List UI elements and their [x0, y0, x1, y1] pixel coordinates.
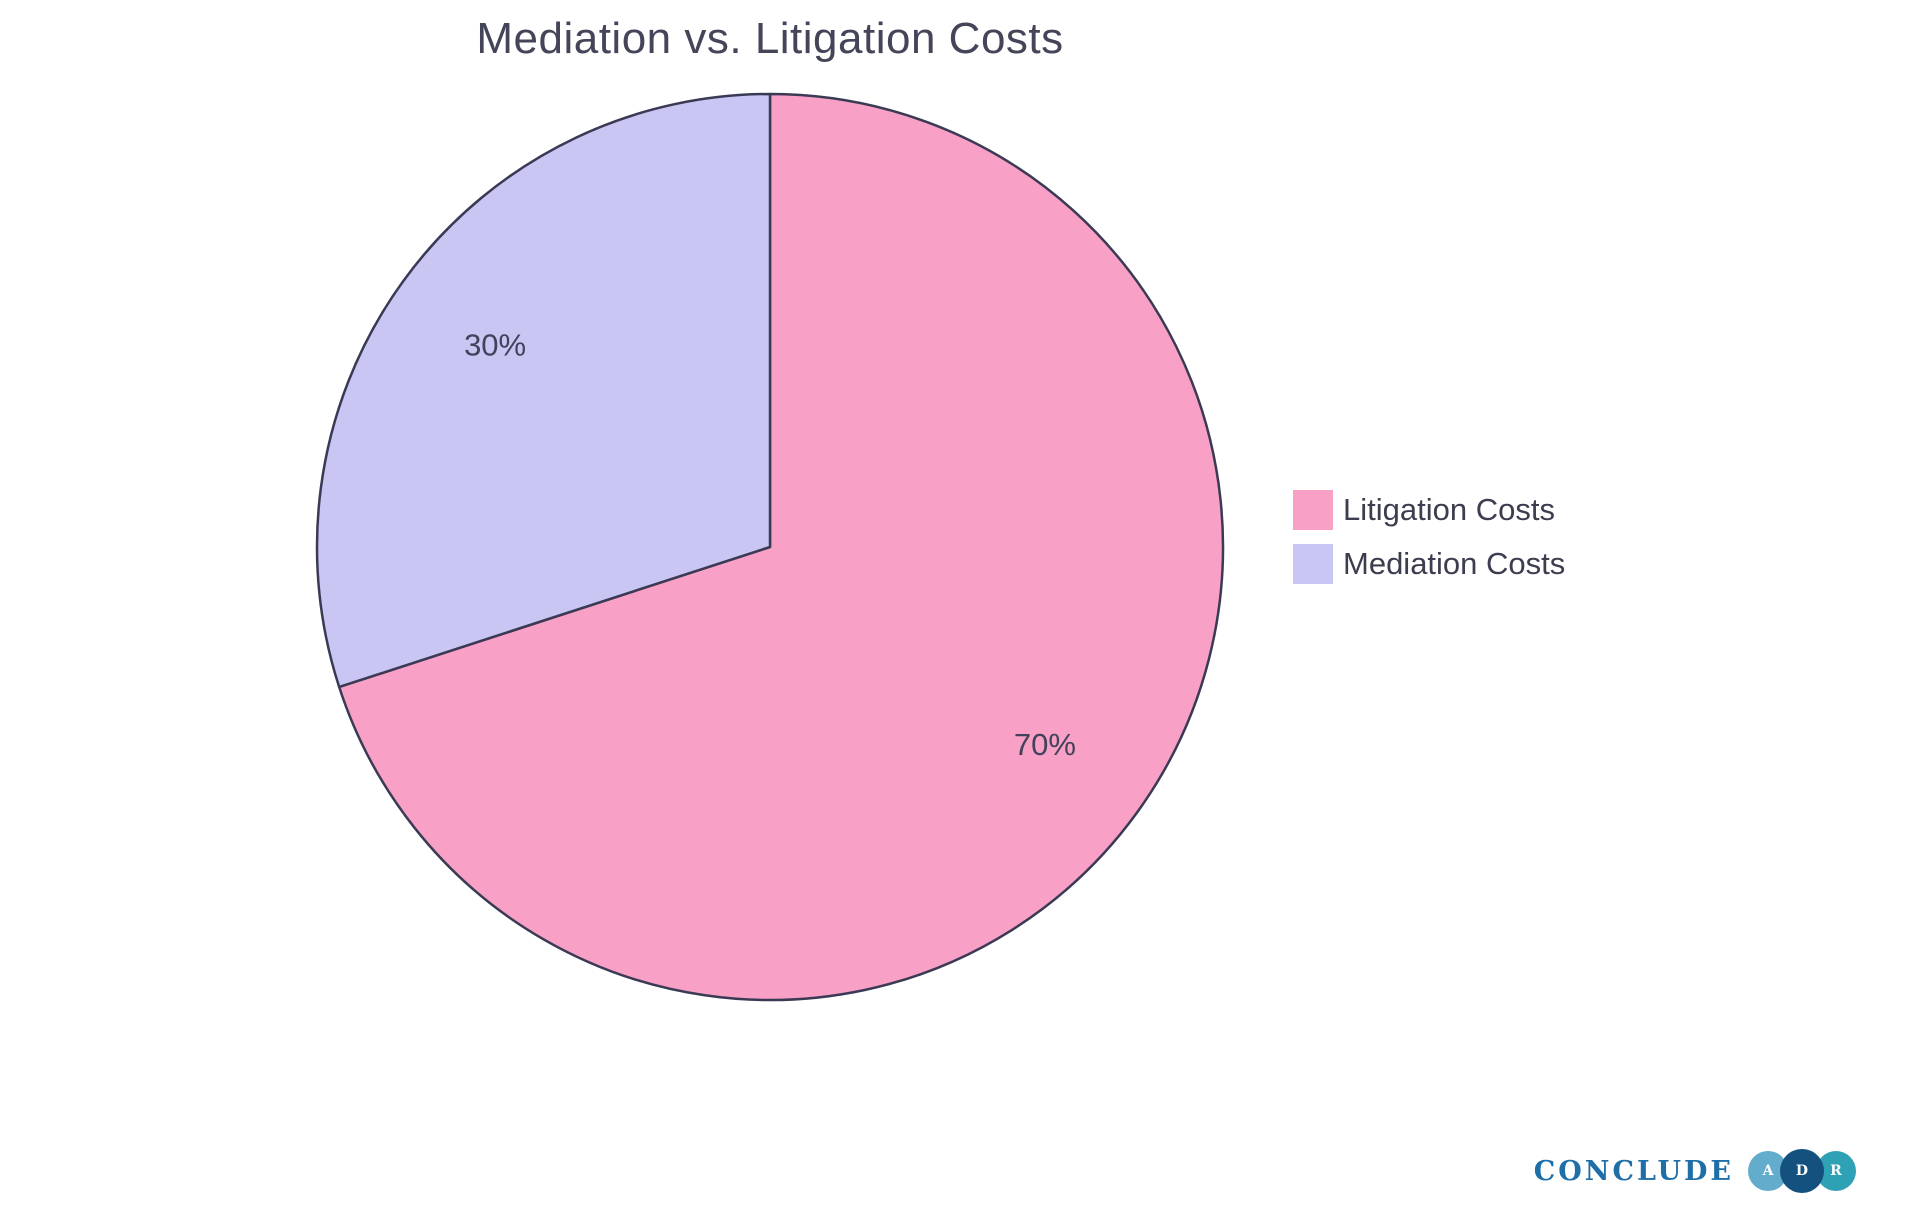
- legend-label: Mediation Costs: [1343, 546, 1566, 581]
- legend-swatch: [1293, 544, 1333, 584]
- slice-percent-label: 70%: [1014, 727, 1076, 762]
- legend-swatch: [1293, 490, 1333, 530]
- badge-d-icon: D: [1780, 1149, 1824, 1193]
- chart-title: Mediation vs. Litigation Costs: [476, 14, 1064, 63]
- pie-slice-litigation-costs: [337, 92, 1225, 1002]
- legend-item-litigation-costs[interactable]: Litigation Costs: [1293, 490, 1565, 530]
- brand-wordmark: CONCLUDE: [1533, 1155, 1734, 1187]
- legend-label: Litigation Costs: [1343, 492, 1555, 527]
- brand-footer: CONCLUDE A D R: [1534, 1149, 1856, 1193]
- pie-slice-mediation-costs: [315, 92, 772, 689]
- legend-item-mediation-costs[interactable]: Mediation Costs: [1293, 544, 1565, 584]
- slice-percent-label: 30%: [464, 327, 526, 362]
- legend: Litigation Costs Mediation Costs: [1293, 490, 1565, 584]
